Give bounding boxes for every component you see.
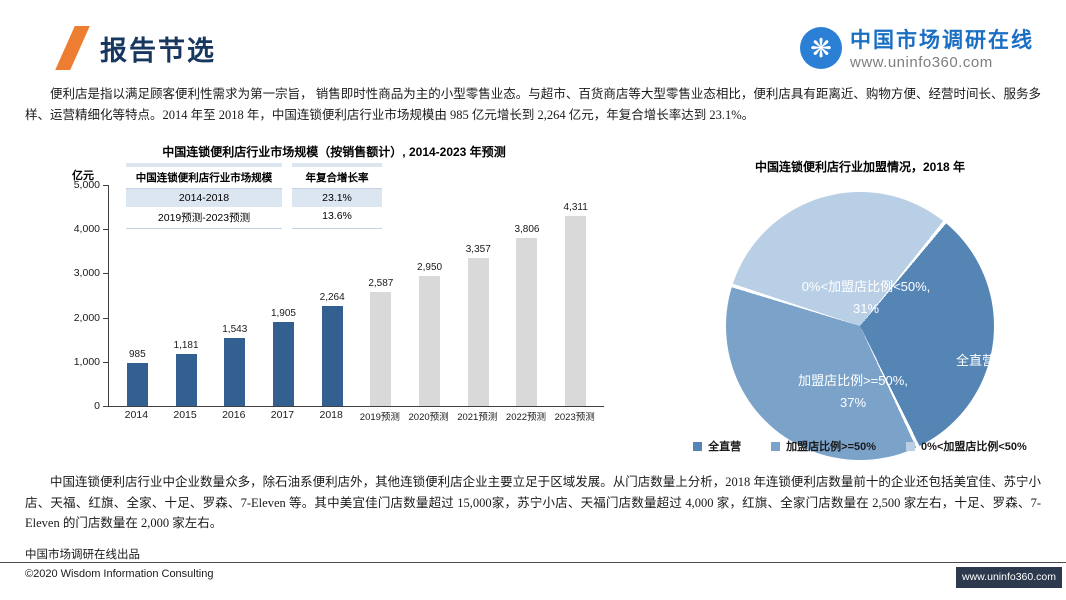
snowflake-icon: ❋ [800,26,842,69]
legend-label: 0%<加盟店比例<50% [921,441,1027,453]
bar [175,353,197,406]
pie-label-lt50: 0%<加盟店比例<50%, 31% [801,279,931,316]
x-axis-label: 2015 [173,409,197,421]
y-axis-label: 4,000 [73,223,100,236]
y-axis-label: 5,000 [73,179,100,191]
y-axis-tick [103,361,108,363]
bar-column: 1,543 [210,324,259,406]
bar [516,237,538,406]
bar [370,291,392,406]
bar-value-label: 985 [129,348,146,360]
bar-value-label: 3,806 [514,223,540,235]
bar-chart-bars: 985 1,181 1,543 1,905 2,264 2,587 2,950 3,357 3,… [109,185,604,406]
bar-column: 3,806 [503,224,552,406]
bar-value-label: 2,264 [319,291,345,303]
bar-value-label: 4,311 [563,201,588,213]
bar-value-label: 1,543 [222,323,248,335]
brand-url: www.uninfo360.com [850,54,993,71]
y-axis-tick [103,317,108,319]
legend-item: 0%<加盟店比例<50% [906,438,1027,454]
bar-column: 2,264 [308,292,357,406]
x-axis-label: 2017 [270,409,295,421]
pie-chart: 中国连锁便利店行业加盟情况，2018 年 0%<加盟店比例<50%, 31% 全… [660,158,1060,464]
x-axis-label: 2018 [319,409,343,421]
x-axis-label: 2021预测 [457,412,498,423]
bar-value-label: 1,181 [173,339,199,351]
pie-label-direct: 全直营, 32% [956,353,1029,368]
x-axis-label: 2023预测 [554,412,595,423]
y-axis-label: 0 [94,400,100,412]
bar [419,275,441,406]
x-axis-label: 2019预测 [359,412,400,423]
x-axis-label: 2016 [222,409,246,421]
bar-chart-x-labels: 2014 2015 2016 2017 2018 2019预测 2020预测 2021预测 20… [108,409,603,423]
body-paragraph: 中国连锁便利店行业中企业数量众多，除石油系便利店外，其他连锁便利店企业主要立足于… [25,475,1041,530]
legend-label: 加盟店比例>=50% [786,441,877,453]
inset-header-cell: 年复合增长率 [292,163,382,189]
y-axis-unit-label: 亿元 [72,170,94,182]
y-axis-label: 3,000 [73,267,100,280]
bar-column: 1,905 [259,308,308,406]
y-axis-label: 1,000 [73,355,100,368]
header: 报告节选 [55,26,216,70]
bar-column: 3,357 [454,244,503,406]
bar-value-label: 2,950 [417,261,443,273]
bar-column: 1,181 [162,340,211,406]
brand-name: 中国市场调研在线 [850,29,1034,52]
bar-value-label: 2,587 [368,277,394,289]
legend-label: 全直营 [708,441,742,453]
footer-divider [0,562,1066,563]
bar-chart-title: 中国连锁便利店行业市场规模（按销售额计）, 2014-2023 年预测 [162,145,506,159]
intro-paragraph: 便利店是指以满足顾客便利性需求为第一宗旨， 销售即时性商品为主的小型零售业态。与… [25,87,1041,122]
legend-item: 加盟店比例>=50% [771,438,876,454]
bar [224,337,246,406]
inset-header-cell: 中国连锁便利店行业市场规模 [126,163,282,189]
bar-column: 2,950 [405,262,454,406]
bar [565,215,587,406]
bar-chart: 中国连锁便利店行业市场规模（按销售额计）, 2014-2023 年预测 亿元 9… [58,143,610,445]
pie-chart-title: 中国连锁便利店行业加盟情况，2018 年 [754,160,966,174]
bar-value-label: 1,905 [270,307,296,319]
inset-cell: 23.1% [292,189,382,207]
legend-swatch-icon [906,441,916,451]
bar-column: 4,311 [551,201,600,406]
legend-swatch-icon [771,441,781,451]
y-axis-label: 2,000 [73,311,100,324]
x-axis-label: 2020预测 [408,412,449,423]
y-axis-tick [103,406,108,407]
pie-legend: 全直营 加盟店比例>=50% 0%<加盟店比例<50% [660,438,1060,454]
bar [272,321,294,406]
bar-column: 985 [113,348,162,406]
accent-slash-icon [55,26,90,70]
y-axis-tick [103,185,108,186]
footer-copyright: ©2020 Wisdom Information Consulting [25,568,214,580]
x-axis-label: 2014 [124,409,149,421]
x-axis-label: 2022预测 [505,412,547,423]
bar-chart-inset-table: 中国连锁便利店行业市场规模 年复合增长率 2014-2018 23.1% 201… [126,163,382,229]
brand-logo[interactable]: ❋ 中国市场调研在线 www.uninfo360.com [800,24,1034,71]
bar [467,257,489,406]
y-axis-tick [103,273,108,275]
inset-cell: 13.6% [292,207,382,229]
footer-site-badge[interactable]: www.uninfo360.com [956,567,1062,588]
bar [321,305,343,406]
page-title: 报告节选 [100,35,216,66]
inset-cell: 2019预测-2023预测 [126,207,282,229]
footer-publisher: 中国市场调研在线出品 [25,549,140,561]
inset-cell: 2014-2018 [126,189,282,207]
legend-swatch-icon [693,441,703,451]
bar-column: 2,587 [357,278,406,406]
bar-chart-plot: 985 1,181 1,543 1,905 2,264 2,587 2,950 3,357 3,… [108,185,604,407]
pie-label-ge50: 加盟店比例>=50%, 37% [798,373,908,410]
bar-value-label: 3,357 [465,243,491,255]
pie-graphic: 0%<加盟店比例<50%, 31% 全直营, 32% 加盟店比例>=50%, 3… [726,192,1028,460]
y-axis-tick [103,229,108,231]
bar [126,362,148,406]
legend-item: 全直营 [693,438,741,454]
